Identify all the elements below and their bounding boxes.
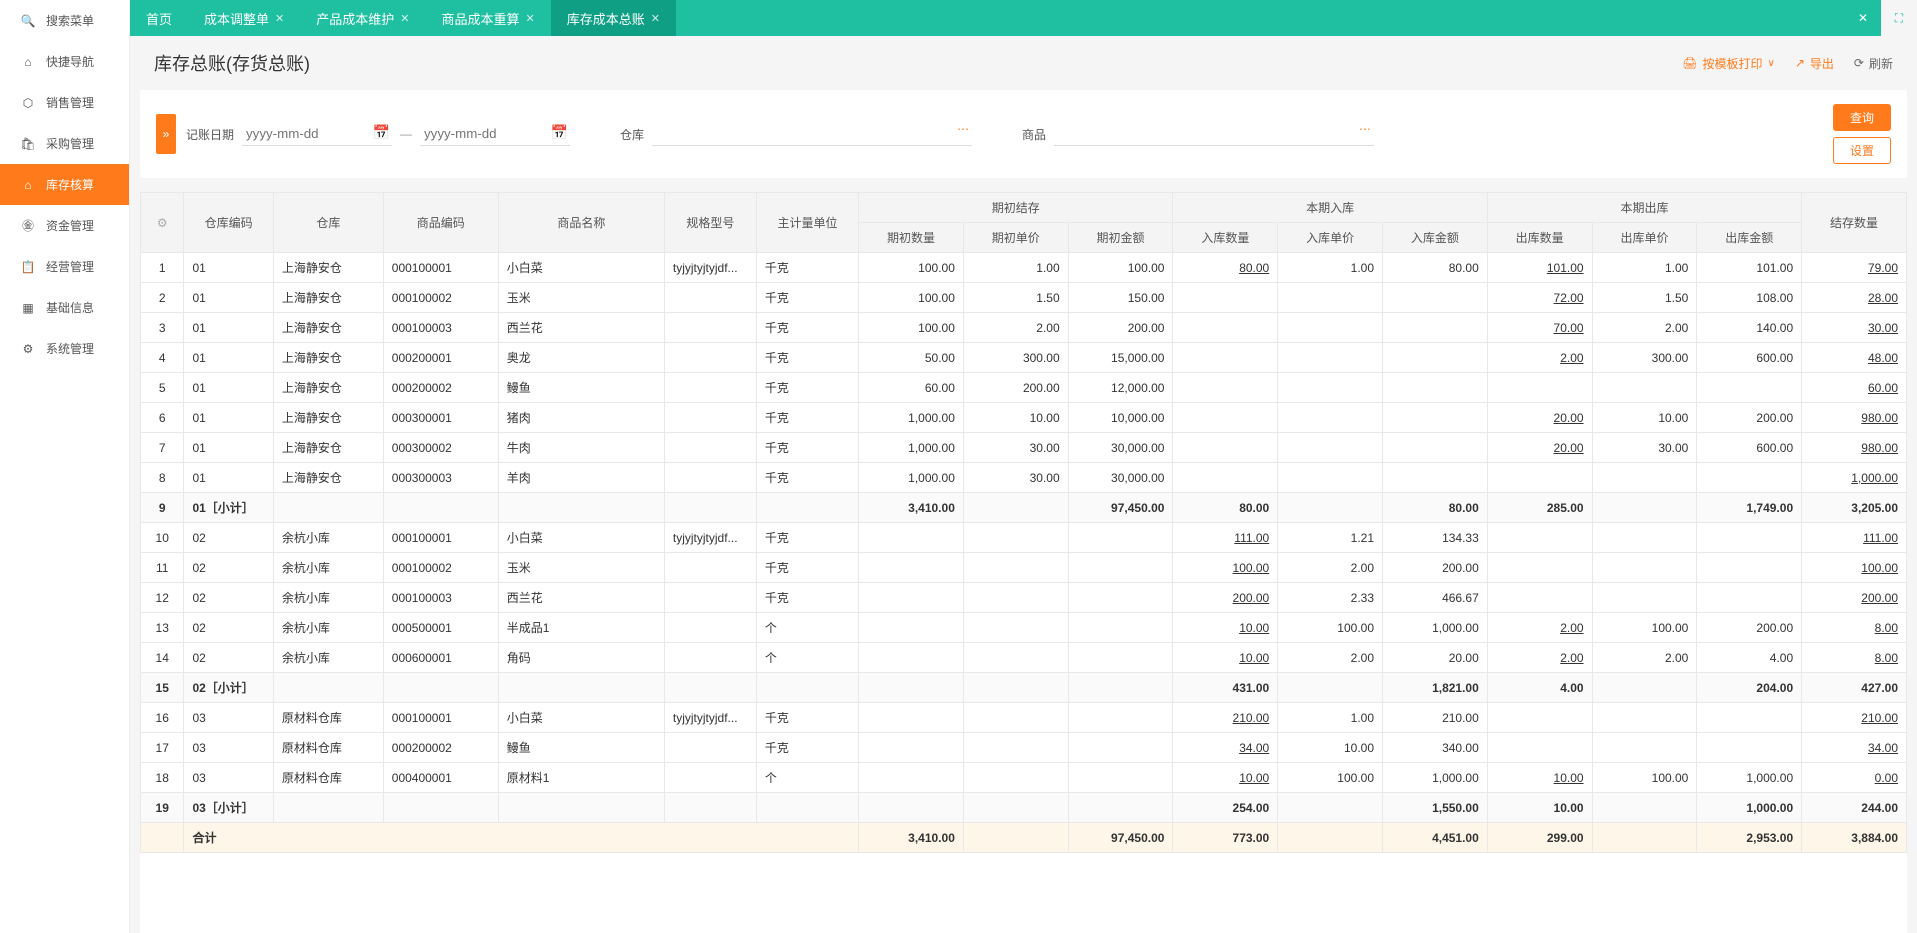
refresh-icon: ⟳ [1854,56,1864,70]
table-row[interactable]: 101上海静安仓000100001小白菜tyjyjtyjtyjdf...千克10… [141,253,1907,283]
table-row[interactable]: 301上海静安仓000100003西兰花千克100.002.00200.0070… [141,313,1907,343]
table-row[interactable]: 1803原材料仓库000400001原材料1个10.00100.001,000.… [141,763,1907,793]
gear-icon[interactable]: ⚙ [157,216,168,230]
product-input[interactable] [1054,122,1374,146]
col-unit: 主计量单位 [756,193,858,253]
export-button[interactable]: ↗ 导出 [1795,55,1834,72]
page-title: 库存总账(存货总账) [154,50,310,76]
total-row: 合计3,410.0097,450.00773.004,451.00299.002… [141,823,1907,853]
stock-icon: ⌂ [20,177,36,193]
close-icon[interactable]: ✕ [651,12,660,25]
warehouse-picker-icon[interactable]: ⋯ [957,122,970,136]
table-row[interactable]: 1603原材料仓库000100001小白菜tyjyjtyjtyjdf...千克2… [141,703,1907,733]
product-picker-icon[interactable]: ⋯ [1359,122,1372,136]
table-row[interactable]: 901［小计］3,410.0097,450.0080.0080.00285.00… [141,493,1907,523]
tab-库存成本总账[interactable]: 库存成本总账✕ [551,0,676,36]
sidebar-item-stock[interactable]: ⌂库存核算 [0,164,129,205]
sidebar-item-sys[interactable]: ⚙系统管理 [0,328,129,369]
sys-icon: ⚙ [20,341,36,357]
table-row[interactable]: 501上海静安仓000200002鳗鱼千克60.00200.0012,000.0… [141,373,1907,403]
sidebar: 🔍搜索菜单⌂快捷导航⬡销售管理🛍采购管理⌂库存核算㊎资金管理📋经营管理▦基础信息… [0,0,130,933]
ops-icon: 📋 [20,259,36,275]
col-spec: 规格型号 [664,193,756,253]
data-table: ⚙ 仓库编码 仓库 商品编码 商品名称 规格型号 主计量单位 期初结存 本期入库… [140,192,1907,933]
table-row[interactable]: 1402余杭小库000600001角码个10.002.0020.002.002.… [141,643,1907,673]
sidebar-item-fund[interactable]: ㊎资金管理 [0,205,129,246]
table-row[interactable]: 1002余杭小库000100001小白菜tyjyjtyjtyjdf...千克11… [141,523,1907,553]
print-button[interactable]: 🖨 按模板打印 ∨ [1682,55,1775,72]
table-row[interactable]: 601上海静安仓000300001猪肉千克1,000.0010.0010,000… [141,403,1907,433]
calendar-icon[interactable]: 📅 [373,124,390,141]
col-group-in: 本期入库 [1173,193,1487,223]
table-row[interactable]: 401上海静安仓000200001奥龙千克50.00300.0015,000.0… [141,343,1907,373]
print-icon: 🖨 [1682,56,1697,70]
export-icon: ↗ [1795,56,1805,70]
sale-icon: ⬡ [20,95,36,111]
col-group-opening: 期初结存 [859,193,1173,223]
tab-bar: 首页成本调整单✕产品成本维护✕商品成本重算✕库存成本总账✕ ✕ ⛶ [130,0,1917,36]
filter-label-product: 商品 [1022,126,1046,143]
tab-首页[interactable]: 首页 [130,0,188,36]
table-row[interactable]: 201上海静安仓000100002玉米千克100.001.50150.0072.… [141,283,1907,313]
query-button[interactable]: 查询 [1833,104,1891,131]
col-wh: 仓库 [273,193,383,253]
tab-成本调整单[interactable]: 成本调整单✕ [188,0,300,36]
buy-icon: 🛍 [20,136,36,152]
close-icon[interactable]: ✕ [400,12,409,25]
settings-button[interactable]: 设置 [1833,137,1891,164]
warehouse-input[interactable] [652,122,972,146]
table-row[interactable]: 801上海静安仓000300003羊肉千克1,000.0030.0030,000… [141,463,1907,493]
table-row[interactable]: 701上海静安仓000300002牛肉千克1,000.0030.0030,000… [141,433,1907,463]
tab-商品成本重算[interactable]: 商品成本重算✕ [425,0,550,36]
tab-close-all-button[interactable]: ✕ [1845,0,1881,36]
title-bar: 库存总账(存货总账) 🖨 按模板打印 ∨ ↗ 导出 ⟳ 刷新 [130,36,1917,90]
filter-bar: » 记账日期 📅 — 📅 仓库 ⋯ [140,90,1907,178]
table-row[interactable]: 1202余杭小库000100003西兰花千克200.002.33466.6720… [141,583,1907,613]
tab-产品成本维护[interactable]: 产品成本维护✕ [300,0,425,36]
date-to-input[interactable] [420,122,570,146]
table-row[interactable]: 1102余杭小库000100002玉米千克100.002.00200.00100… [141,553,1907,583]
table-row[interactable]: 1502［小计］431.001,821.004.00204.00427.00 [141,673,1907,703]
filter-label-date: 记账日期 [186,126,234,143]
sidebar-item-sale[interactable]: ⬡销售管理 [0,82,129,123]
sidebar-item-search[interactable]: 🔍搜索菜单 [0,0,129,41]
close-icon[interactable]: ✕ [526,12,535,25]
close-icon[interactable]: ✕ [275,12,284,25]
sidebar-item-ops[interactable]: 📋经营管理 [0,246,129,287]
base-icon: ▦ [20,300,36,316]
calendar-icon[interactable]: 📅 [551,124,568,141]
sidebar-item-buy[interactable]: 🛍采购管理 [0,123,129,164]
collapse-filter-button[interactable]: » [156,114,176,154]
col-bal-qty: 结存数量 [1802,193,1907,253]
table-row[interactable]: 1302余杭小库000500001半成品1个10.00100.001,000.0… [141,613,1907,643]
filter-label-warehouse: 仓库 [620,126,644,143]
refresh-button[interactable]: ⟳ 刷新 [1854,55,1893,72]
table-row[interactable]: 1903［小计］254.001,550.0010.001,000.00244.0… [141,793,1907,823]
fund-icon: ㊎ [20,218,36,234]
sidebar-item-home[interactable]: ⌂快捷导航 [0,41,129,82]
home-icon: ⌂ [20,54,36,70]
col-p-code: 商品编码 [383,193,498,253]
fullscreen-icon[interactable]: ⛶ [1881,0,1917,36]
col-group-out: 本期出库 [1487,193,1801,223]
sidebar-item-base[interactable]: ▦基础信息 [0,287,129,328]
chevron-down-icon: ∨ [1768,58,1775,69]
table-row[interactable]: 1703原材料仓库000200002鳗鱼千克34.0010.00340.0034… [141,733,1907,763]
col-p-name: 商品名称 [498,193,664,253]
date-from-input[interactable] [242,122,392,146]
col-wh-code: 仓库编码 [184,193,273,253]
search-icon: 🔍 [20,13,36,29]
